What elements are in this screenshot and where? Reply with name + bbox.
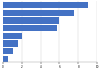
Bar	[3, 40, 18, 47]
Bar	[3, 25, 57, 31]
Bar	[3, 10, 74, 16]
Bar	[3, 2, 88, 8]
Bar	[3, 17, 59, 24]
Bar	[3, 33, 22, 39]
Bar	[3, 48, 13, 54]
Bar	[3, 56, 8, 62]
